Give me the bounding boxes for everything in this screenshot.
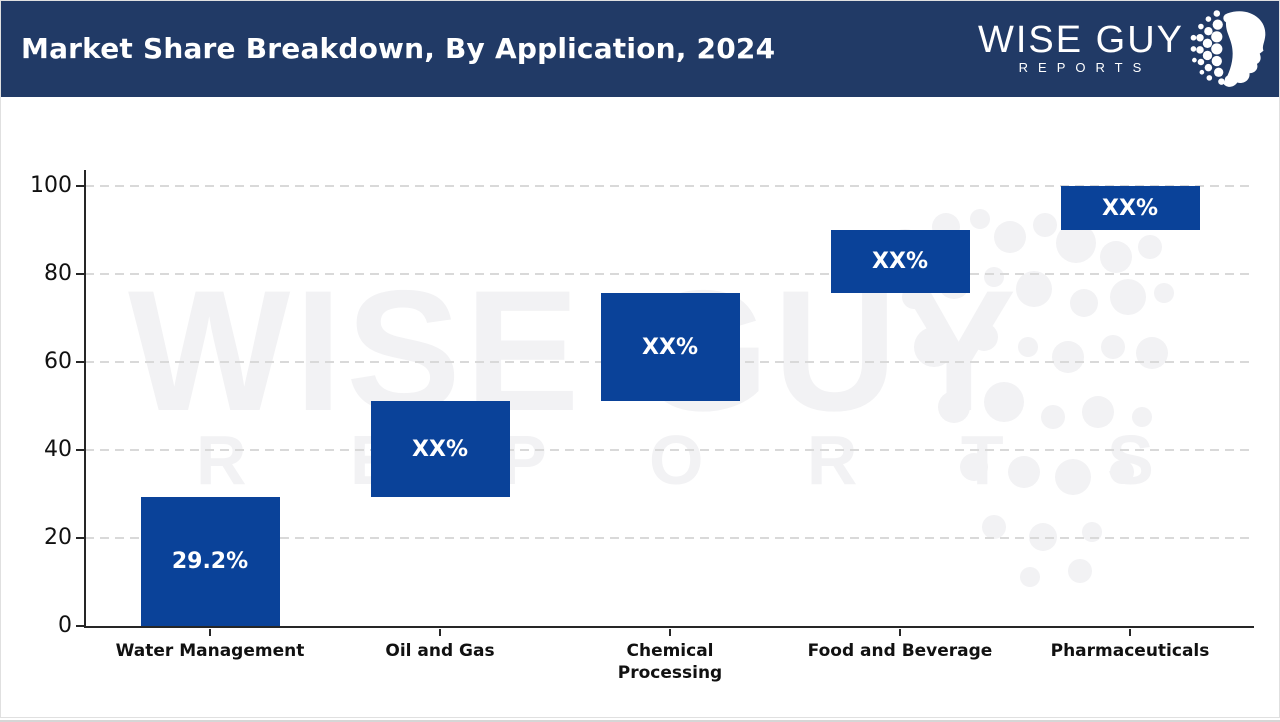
x-tick-mark [439, 629, 441, 636]
x-tick-mark [899, 629, 901, 636]
x-category-label: Food and Beverage [807, 641, 993, 661]
logo: WISE GUY REPORTS [978, 6, 1270, 90]
y-tick-label: 100 [30, 172, 72, 198]
gridline-20 [85, 536, 1253, 539]
bar-value-label: 29.2% [171, 549, 249, 575]
gridline-100 [85, 184, 1253, 187]
x-category-label: Chemical Processing [617, 641, 723, 684]
y-tick-label: 20 [44, 524, 72, 550]
y-tick-label: 40 [44, 436, 72, 462]
bar-value-label: XX% [872, 249, 928, 275]
bar-value-label: XX% [412, 436, 468, 462]
x-category-label: Pharmaceuticals [1050, 641, 1210, 661]
y-tick-mark [76, 625, 84, 627]
y-tick-mark [76, 272, 84, 275]
logo-subtitle: REPORTS [1018, 60, 1152, 76]
y-tick-mark [76, 448, 84, 451]
y-tick-mark [76, 360, 84, 363]
gridline-40 [85, 448, 1253, 451]
bar-water-management: 29.2% [140, 497, 280, 626]
bar-pharmaceuticals: XX% [1060, 185, 1200, 231]
gridline-80 [85, 272, 1253, 275]
x-category-label: Oil and Gas [385, 641, 495, 661]
bar-food-and-beverage: XX% [830, 230, 970, 294]
x-tick-mark [209, 629, 211, 636]
bar-oil-and-gas: XX% [370, 401, 510, 498]
y-tick-mark [76, 184, 84, 187]
x-category-label: Water Management [115, 641, 305, 661]
logo-text: WISE GUY REPORTS [977, 18, 1184, 76]
x-tick-mark [1129, 629, 1131, 636]
logo-head-icon [1190, 10, 1266, 87]
page-title: Market Share Breakdown, By Application, … [21, 32, 776, 65]
x-tick-mark [669, 629, 671, 636]
logo-wordmark: WISE GUY [977, 18, 1184, 61]
header-bar: Market Share Breakdown, By Application, … [0, 0, 1280, 97]
bar-value-label: XX% [1102, 195, 1158, 221]
y-tick-label: 80 [44, 260, 72, 286]
y-tick-label: 0 [58, 613, 72, 638]
y-axis-line [84, 170, 86, 628]
y-tick-mark [76, 536, 84, 539]
y-tick-label: 60 [44, 348, 72, 374]
x-axis-line [84, 626, 1254, 628]
bar-value-label: XX% [642, 334, 698, 360]
bar-chemical-processing: XX% [600, 293, 740, 402]
watermark-text-line2: R E P O R T S [196, 421, 1196, 499]
watermark-face-dots-icon [887, 209, 1174, 587]
